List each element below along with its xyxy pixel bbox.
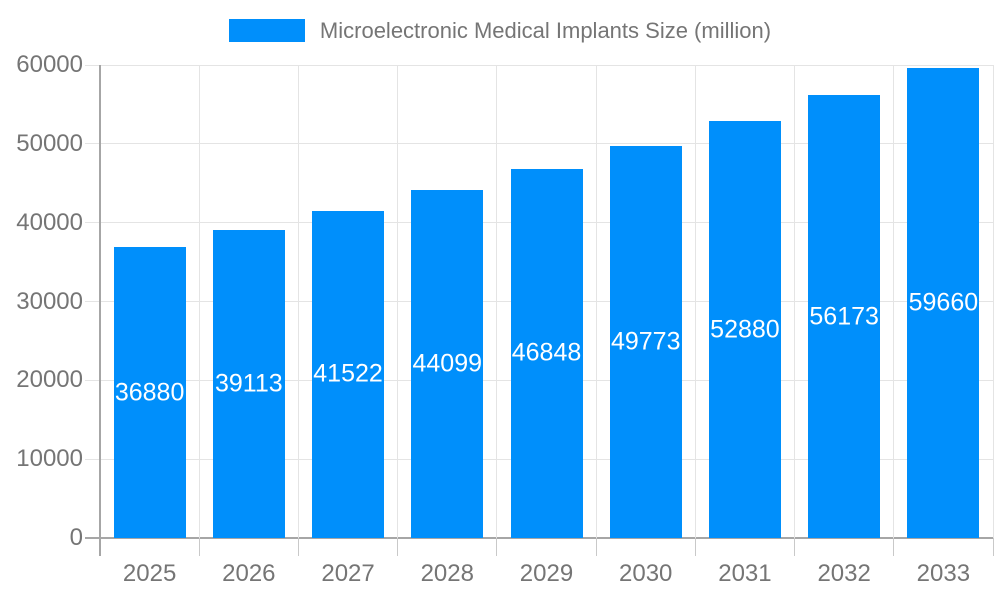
gridline-vertical (694, 65, 696, 538)
bar[interactable]: 49773 (609, 145, 682, 538)
gridline-vertical (297, 65, 299, 538)
bar[interactable]: 39113 (212, 229, 285, 538)
bar-value-label: 46848 (511, 338, 582, 367)
legend-swatch (228, 19, 305, 42)
x-axis-line (85, 537, 993, 539)
bar[interactable]: 46848 (510, 168, 583, 538)
y-axis-tick-label: 10000 (16, 445, 83, 473)
x-axis-tick (595, 538, 597, 556)
x-axis-tick-label: 2031 (718, 560, 772, 587)
x-axis-tick-label: 2033 (916, 560, 971, 587)
gridline-vertical (794, 65, 796, 538)
x-axis-tick-label: 2028 (420, 560, 474, 587)
bar[interactable]: 59660 (907, 67, 980, 538)
x-axis-tick (794, 538, 796, 556)
gridline-vertical (397, 65, 399, 538)
x-axis-tick (198, 538, 200, 556)
y-axis-tick-label: 50000 (16, 129, 83, 157)
bar-value-label: 44099 (412, 349, 483, 378)
bar-value-label: 56173 (809, 302, 879, 331)
bar-value-label: 59660 (908, 288, 979, 317)
gridline-vertical (992, 65, 994, 538)
x-axis-tick-label: 2029 (519, 560, 574, 587)
x-axis-tick (496, 538, 498, 556)
y-axis-tick-label: 40000 (16, 208, 83, 236)
legend-label: Microelectronic Medical Implants Size (m… (319, 17, 772, 43)
bar[interactable]: 52880 (708, 121, 781, 538)
bar-value-label: 41522 (313, 359, 383, 388)
gridline-vertical (595, 65, 597, 538)
bar-value-label: 52880 (710, 315, 780, 344)
x-axis-tick (397, 538, 399, 556)
bar-value-label: 39113 (214, 369, 283, 398)
bar[interactable]: 56173 (808, 95, 881, 538)
x-axis-tick (694, 538, 696, 556)
x-axis-tick-label: 2027 (321, 560, 375, 587)
x-axis-tick (297, 538, 299, 556)
gridline-horizontal (85, 64, 993, 66)
bar[interactable]: 44099 (411, 190, 484, 538)
bar-value-label: 36880 (114, 378, 185, 407)
y-axis-line (99, 65, 101, 556)
gridline-vertical (893, 65, 895, 538)
x-axis-tick-label: 2025 (122, 560, 177, 587)
gridline-vertical (198, 65, 200, 538)
gridline-vertical (496, 65, 498, 538)
bar[interactable]: 36880 (113, 247, 186, 538)
y-axis-tick-label: 0 (69, 524, 83, 551)
gridline-horizontal (85, 143, 993, 145)
x-axis-tick (893, 538, 895, 556)
y-axis-tick-label: 30000 (16, 287, 83, 315)
y-axis-tick-label: 60000 (16, 51, 83, 78)
bar[interactable]: 41522 (312, 210, 385, 538)
bar-value-label: 49773 (610, 327, 681, 356)
chart-legend[interactable]: Microelectronic Medical Implants Size (m… (0, 19, 1000, 42)
y-axis-tick-label: 20000 (16, 366, 83, 394)
x-axis-tick-label: 2030 (619, 560, 673, 587)
x-axis-tick-label: 2032 (817, 560, 871, 587)
x-axis-tick (992, 538, 994, 556)
x-axis-tick-label: 2026 (222, 560, 276, 587)
